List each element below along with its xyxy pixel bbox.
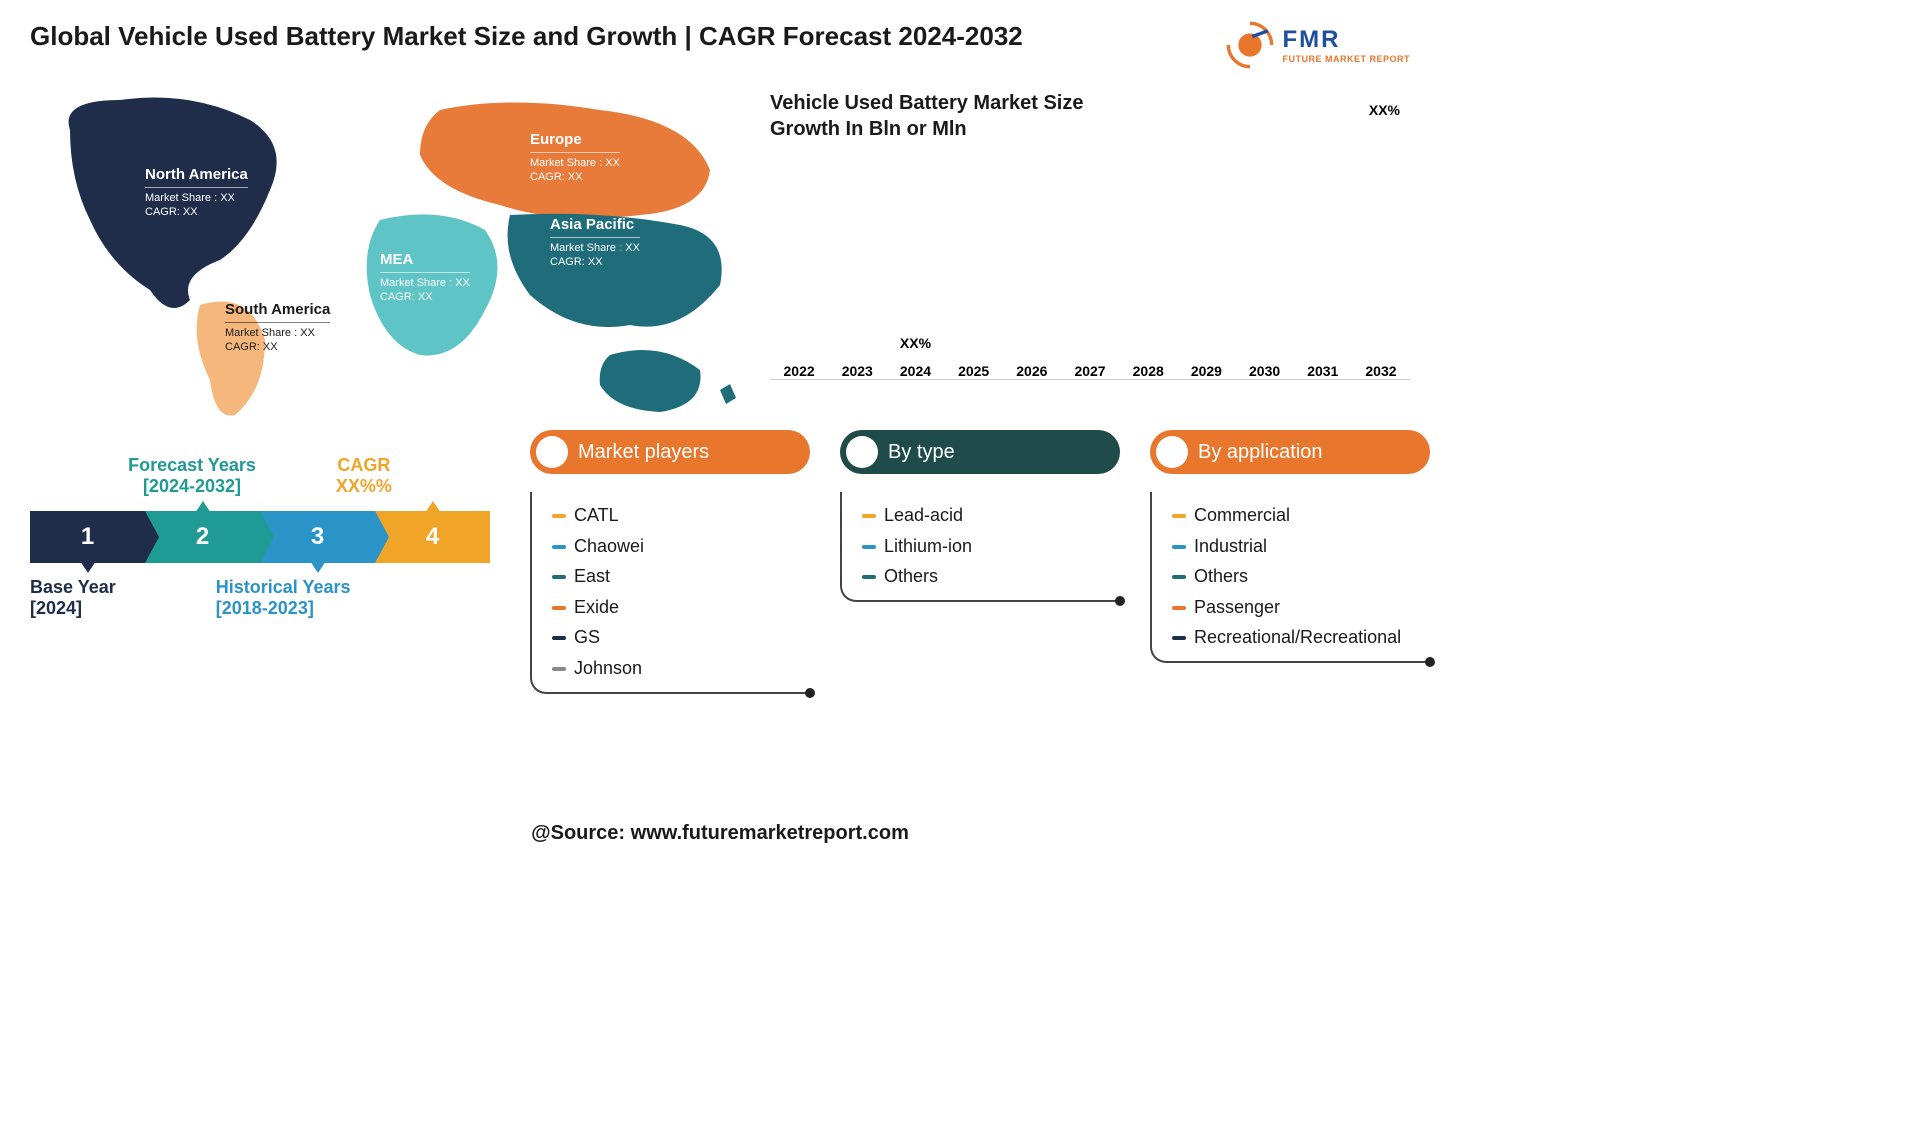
- source-text: @Source: www.futuremarketreport.com: [0, 822, 1440, 845]
- list-item: Recreational/Recreational: [1176, 622, 1412, 653]
- forecast-label: Forecast Years [2024-2032]: [128, 455, 256, 497]
- bar-col: 2023: [832, 357, 882, 379]
- bar-year-label: 2031: [1307, 363, 1338, 379]
- list-item: GS: [556, 622, 792, 653]
- bar-year-label: 2024: [900, 363, 931, 379]
- logo-fmr-text: FMR: [1283, 26, 1411, 54]
- bar-col: 2029: [1181, 357, 1231, 379]
- bar-col: 2024XX%: [890, 357, 940, 379]
- list-item: East: [556, 561, 792, 592]
- list-item: Others: [1176, 561, 1412, 592]
- list-item: Chaowei: [556, 531, 792, 562]
- bar-col: 2026: [1007, 357, 1057, 379]
- bar-year-label: 2032: [1365, 363, 1396, 379]
- bar-chart: Vehicle Used Battery Market Size Growth …: [770, 90, 1410, 420]
- list-market-players: CATLChaoweiEastExideGSJohnson: [530, 492, 810, 694]
- logo: FMR FUTURE MARKET REPORT: [1225, 20, 1411, 70]
- list-item: Passenger: [1176, 592, 1412, 623]
- label-mea: MEA Market Share : XX CAGR: XX: [380, 250, 470, 304]
- bar-col: 2028: [1123, 357, 1173, 379]
- list-item: CATL: [556, 500, 792, 531]
- timeline-segment: 1: [30, 511, 145, 563]
- page-title: Global Vehicle Used Battery Market Size …: [30, 20, 1023, 54]
- list-item: Lead-acid: [866, 500, 1102, 531]
- label-europe: Europe Market Share : XX CAGR: XX: [530, 130, 620, 184]
- region-nz: [720, 384, 736, 404]
- bar-col: 2030: [1240, 357, 1290, 379]
- annot-2024: XX%: [900, 335, 931, 351]
- header: Global Vehicle Used Battery Market Size …: [30, 20, 1410, 70]
- timeline-bar: 1234: [30, 511, 490, 563]
- list-item: Exide: [556, 592, 792, 623]
- bar-year-label: 2022: [784, 363, 815, 379]
- pill-market-players: Market players: [530, 430, 810, 474]
- historical-label: Historical Years [2018-2023]: [216, 577, 351, 619]
- bar-year-label: 2030: [1249, 363, 1280, 379]
- bar-col: 2032: [1356, 357, 1406, 379]
- cat-by-type: By type Lead-acidLithium-ionOthers: [840, 430, 1120, 694]
- logo-subtitle: FUTURE MARKET REPORT: [1283, 54, 1411, 64]
- pill-by-type: By type: [840, 430, 1120, 474]
- cagr-label: CAGR XX%%: [336, 455, 392, 497]
- categories: Market players CATLChaoweiEastExideGSJoh…: [530, 430, 1430, 694]
- label-south-america: South America Market Share : XX CAGR: XX: [225, 300, 330, 354]
- bar-col: 2022: [774, 357, 824, 379]
- bar-year-label: 2029: [1191, 363, 1222, 379]
- list-item: Others: [866, 561, 1102, 592]
- list-item: Lithium-ion: [866, 531, 1102, 562]
- bar-year-label: 2027: [1074, 363, 1105, 379]
- region-australia: [600, 350, 701, 412]
- list-by-type: Lead-acidLithium-ionOthers: [840, 492, 1120, 602]
- list-by-application: CommercialIndustrialOthersPassengerRecre…: [1150, 492, 1430, 663]
- label-north-america: North America Market Share : XX CAGR: XX: [145, 165, 248, 219]
- bar-year-label: 2023: [842, 363, 873, 379]
- chart-title: Vehicle Used Battery Market Size Growth …: [770, 90, 1090, 142]
- list-item: Johnson: [556, 653, 792, 684]
- pill-by-application: By application: [1150, 430, 1430, 474]
- bar-col: 2031: [1298, 357, 1348, 379]
- list-item: Industrial: [1176, 531, 1412, 562]
- label-asia-pacific: Asia Pacific Market Share : XX CAGR: XX: [550, 215, 640, 269]
- world-map: North America Market Share : XX CAGR: XX…: [30, 90, 750, 420]
- bar-year-label: 2026: [1016, 363, 1047, 379]
- bar-col: 2027: [1065, 357, 1115, 379]
- bar-col: 2025: [949, 357, 999, 379]
- top-section: North America Market Share : XX CAGR: XX…: [30, 90, 1410, 420]
- cat-by-application: By application CommercialIndustrialOther…: [1150, 430, 1430, 694]
- base-year-label: Base Year [2024]: [30, 577, 116, 619]
- cat-market-players: Market players CATLChaoweiEastExideGSJoh…: [530, 430, 810, 694]
- timeline-segment: 4: [375, 511, 490, 563]
- bar-year-label: 2028: [1133, 363, 1164, 379]
- timeline: Forecast Years [2024-2032] CAGR XX%% 123…: [30, 455, 490, 619]
- bars-container: 202220232024XX%2025202620272028202920302…: [770, 150, 1410, 380]
- timeline-segment: 3: [260, 511, 375, 563]
- fmr-logo-icon: [1225, 20, 1275, 70]
- bar-year-label: 2025: [958, 363, 989, 379]
- annot-2032: XX%: [1369, 102, 1400, 118]
- timeline-segment: 2: [145, 511, 260, 563]
- list-item: Commercial: [1176, 500, 1412, 531]
